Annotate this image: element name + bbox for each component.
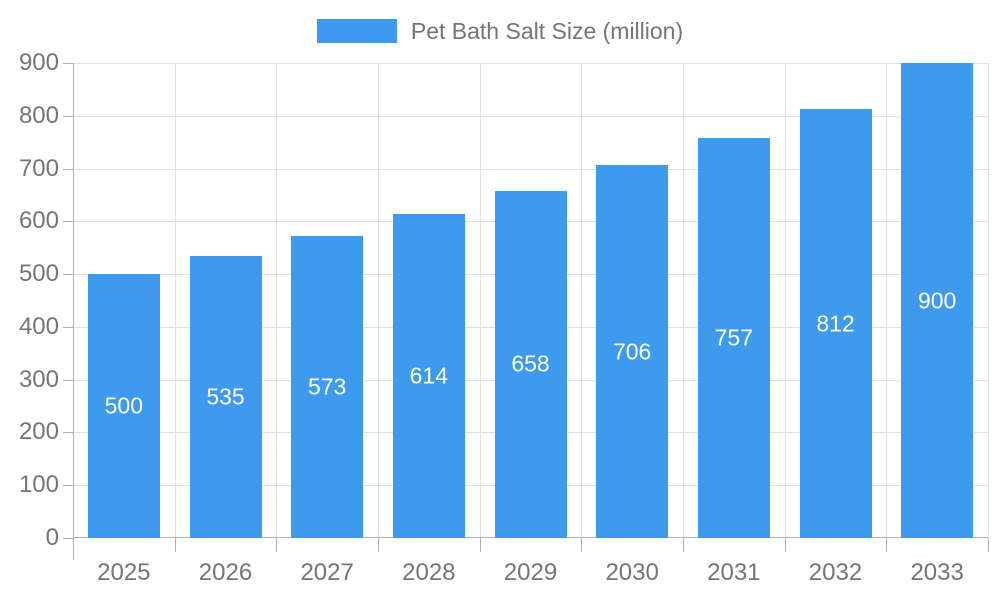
- bar-value-label: 812: [816, 310, 855, 337]
- bar-value-label: 573: [307, 373, 347, 400]
- legend-label: Pet Bath Salt Size (million): [410, 18, 684, 44]
- y-axis-tick-label: 700: [18, 154, 59, 182]
- x-tick: [174, 538, 176, 552]
- y-gridline: [73, 115, 988, 117]
- x-axis-tick-label: 2025: [97, 559, 151, 586]
- x-tick: [378, 538, 379, 552]
- bar-value-label: 500: [104, 392, 144, 419]
- y-axis-tick-label: 600: [18, 207, 59, 235]
- bar-2027[interactable]: 573: [291, 235, 364, 538]
- x-gridline: [988, 63, 989, 538]
- y-axis-tick-label: 0: [45, 524, 59, 551]
- x-gridline: [276, 63, 278, 538]
- x-gridline: [479, 63, 481, 538]
- x-gridline: [174, 63, 176, 538]
- y-axis-tick-label: 900: [18, 49, 59, 76]
- x-tick: [581, 538, 583, 552]
- x-axis-tick-label: 2027: [300, 559, 354, 586]
- bar-value-label: 900: [917, 287, 957, 313]
- bar-2025[interactable]: 500: [87, 274, 160, 538]
- x-tick: [886, 538, 888, 552]
- x-axis-tick-label: 2030: [605, 559, 659, 586]
- x-gridline: [784, 63, 786, 538]
- bar-value-label: 757: [714, 324, 754, 351]
- bar-2028[interactable]: 614: [392, 213, 465, 538]
- y-axis-line: [73, 63, 74, 560]
- y-tick: [63, 274, 73, 276]
- x-tick: [479, 538, 481, 552]
- y-tick: [63, 326, 73, 328]
- y-tick: [63, 432, 73, 434]
- y-axis-tick-label: 500: [18, 260, 59, 288]
- y-gridline: [73, 168, 988, 170]
- y-axis-tick-label: 400: [18, 312, 59, 340]
- y-tick: [63, 115, 73, 117]
- x-tick: [276, 538, 278, 552]
- bar-2029[interactable]: 658: [494, 190, 567, 538]
- y-axis-tick-label: 100: [18, 471, 59, 499]
- x-axis-tick-label: 2033: [910, 559, 964, 586]
- plot-area: 0 100 200 300 400 500 600 700 800 900 500 2025 535 20…: [19, 49, 989, 586]
- bar-2031[interactable]: 757: [697, 138, 770, 538]
- y-axis-tick-label: 200: [18, 418, 59, 446]
- y-axis-tick-label: 300: [18, 365, 59, 393]
- y-axis-tick-label: 800: [18, 101, 59, 129]
- y-tick: [63, 379, 73, 381]
- y-tick: [63, 63, 73, 64]
- x-axis-tick-label: 2026: [198, 559, 253, 586]
- y-tick: [63, 221, 73, 223]
- x-axis-tick-label: 2028: [402, 559, 456, 586]
- y-gridline: [73, 63, 988, 64]
- legend[interactable]: Pet Bath Salt Size (million): [0, 17, 1000, 45]
- bar-value-label: 535: [206, 383, 245, 410]
- x-axis-tick-label: 2031: [707, 559, 761, 586]
- x-tick: [784, 538, 786, 552]
- x-gridline: [886, 63, 888, 538]
- x-axis-tick-label: 2029: [503, 559, 558, 586]
- bar-value-label: 614: [409, 362, 449, 389]
- x-tick: [683, 538, 684, 552]
- x-gridline: [581, 63, 583, 538]
- x-tick: [988, 538, 989, 552]
- x-gridline: [378, 63, 379, 538]
- bar-2032[interactable]: 812: [799, 109, 872, 538]
- y-tick: [63, 168, 73, 170]
- bar-2026[interactable]: 535: [189, 255, 262, 538]
- x-axis-tick-label: 2032: [808, 559, 863, 586]
- bar-2033[interactable]: 900: [901, 63, 974, 538]
- y-tick: [63, 538, 73, 539]
- bar-value-label: 706: [612, 338, 652, 365]
- bar-value-label: 658: [511, 350, 550, 377]
- legend-swatch: [316, 19, 397, 43]
- y-tick: [63, 485, 73, 487]
- x-gridline: [683, 63, 684, 538]
- bar-2030[interactable]: 706: [596, 165, 669, 538]
